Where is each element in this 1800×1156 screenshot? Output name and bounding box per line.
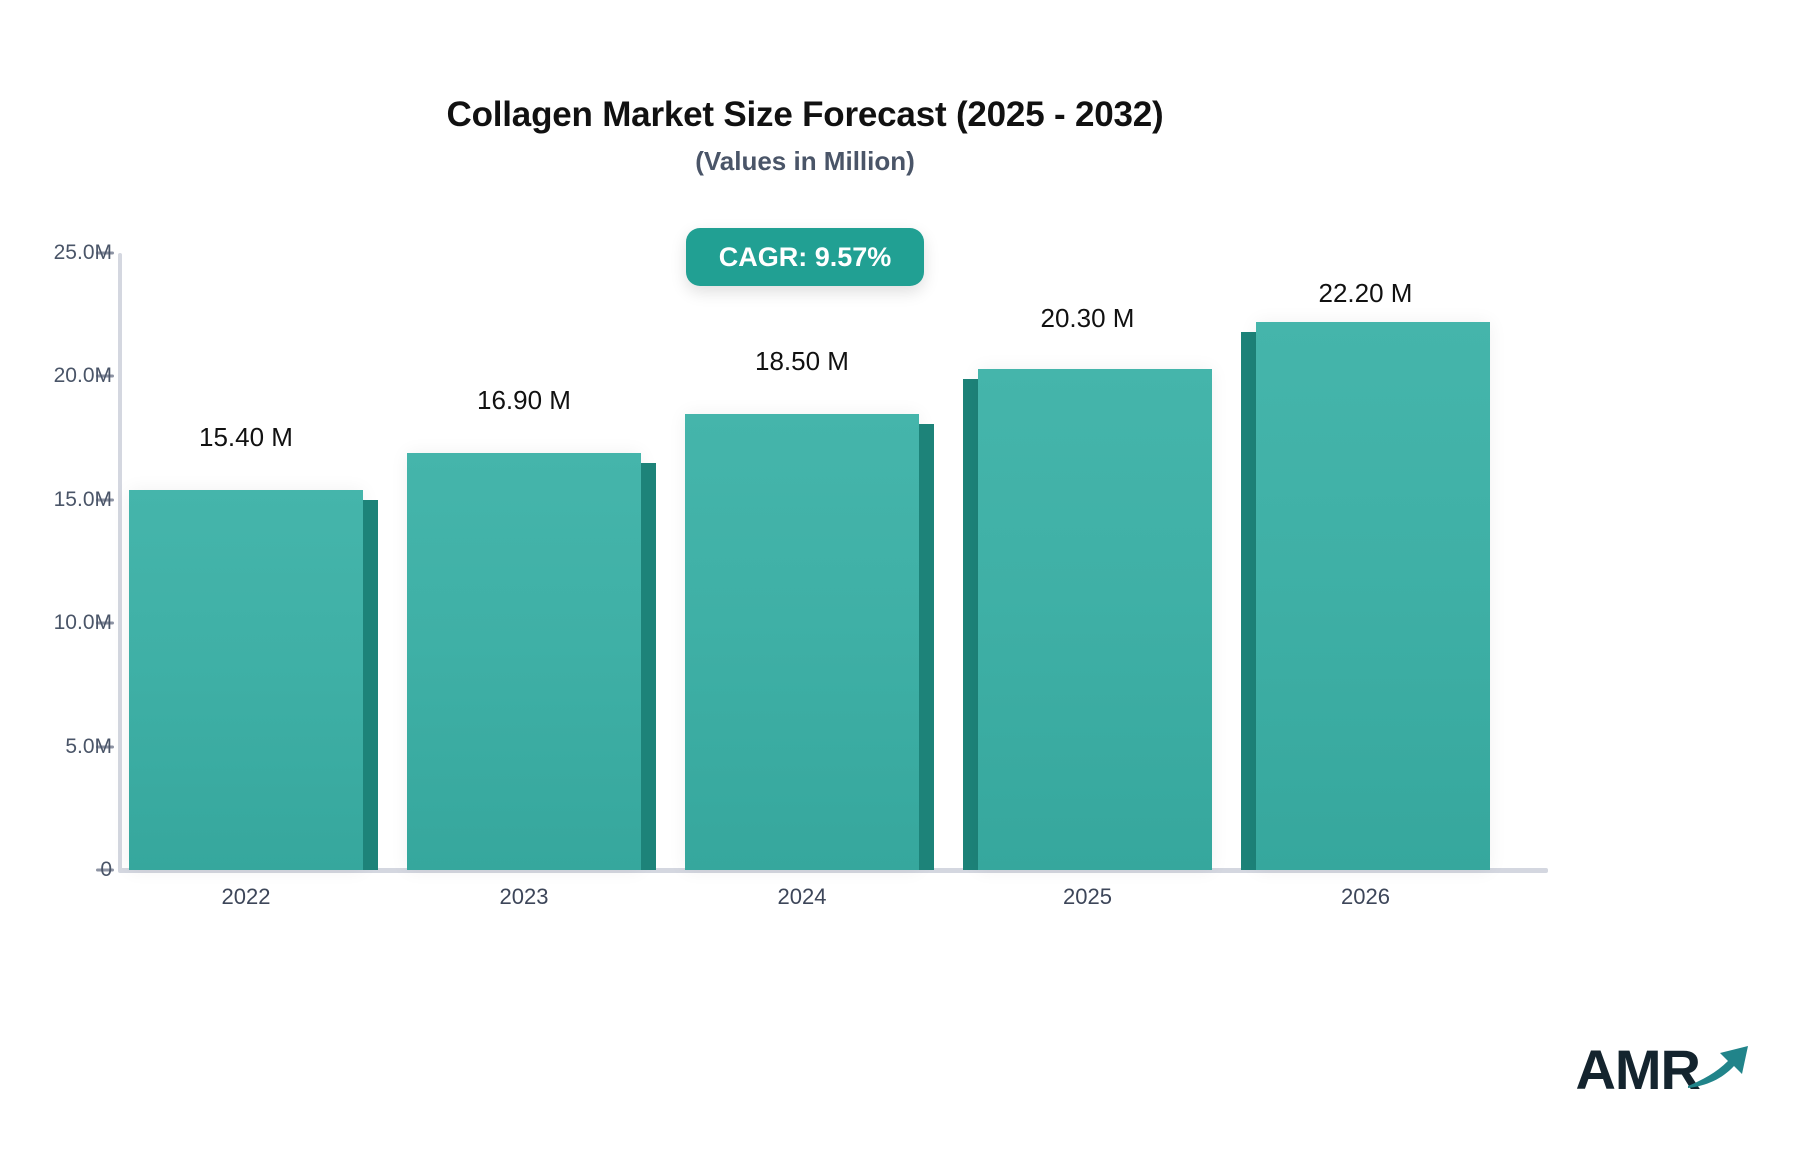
bar-label-2025: 20.30 M	[1040, 303, 1135, 333]
x-label-2022: 2022	[221, 884, 271, 909]
cagr-badge: CAGR: 9.57%	[686, 228, 924, 286]
bar-2022-face	[129, 490, 363, 870]
amr-logo-text: AMR	[1575, 1038, 1701, 1101]
bar-2025-side	[963, 379, 978, 870]
amr-logo: AMR	[1575, 1040, 1752, 1098]
bar-label-2026: 22.20 M	[1318, 278, 1413, 308]
cagr-badge-label: CAGR: 9.57%	[718, 241, 892, 272]
y-tick-label-10: 10.0M	[53, 611, 112, 634]
x-axis-line	[118, 868, 1548, 873]
x-label-2023: 2023	[499, 884, 549, 909]
y-tick-mark-5	[96, 745, 114, 749]
y-tick-label-15: 15.0M	[53, 488, 112, 511]
bar-label-2022: 15.40 M	[199, 422, 293, 452]
bar-2022[interactable]	[129, 490, 378, 870]
bar-2023-face	[407, 453, 641, 870]
bar-2026-side	[1241, 332, 1256, 870]
bar-2022-side	[363, 500, 378, 870]
x-label-2025: 2025	[1063, 884, 1112, 909]
x-label-2024: 2024	[777, 884, 827, 909]
y-tick-label-25: 25.0M	[53, 241, 112, 264]
bar-2024-side	[919, 424, 934, 870]
y-tick-mark-20	[96, 374, 114, 378]
bar-2023[interactable]	[407, 453, 656, 870]
y-tick-mark-15	[96, 498, 114, 502]
y-tick-mark-0	[96, 868, 114, 872]
y-tick-mark-10	[96, 621, 114, 625]
bar-2026-face	[1256, 322, 1490, 870]
y-tick-mark-25	[96, 251, 114, 255]
bar-2023-side	[641, 463, 656, 870]
growth-arrow-icon	[1688, 1046, 1748, 1088]
x-label-2026: 2026	[1341, 884, 1390, 909]
bar-2025[interactable]	[963, 369, 1212, 870]
chart-title: Collagen Market Size Forecast (2025 - 20…	[446, 95, 1164, 134]
bar-2024-face	[685, 414, 919, 870]
bar-2025-face	[978, 369, 1212, 870]
y-axis-line	[118, 253, 122, 871]
bar-2024[interactable]	[685, 414, 934, 870]
y-tick-label-20: 20.0M	[53, 364, 112, 387]
chart-subtitle: (Values in Million)	[695, 146, 915, 176]
bar-label-2024: 18.50 M	[755, 346, 849, 376]
y-tick-label-5: 5.0M	[65, 735, 112, 758]
y-tick-label-0: 0	[100, 858, 112, 881]
bar-2026[interactable]	[1241, 322, 1490, 870]
bar-label-2023: 16.90 M	[477, 385, 571, 415]
